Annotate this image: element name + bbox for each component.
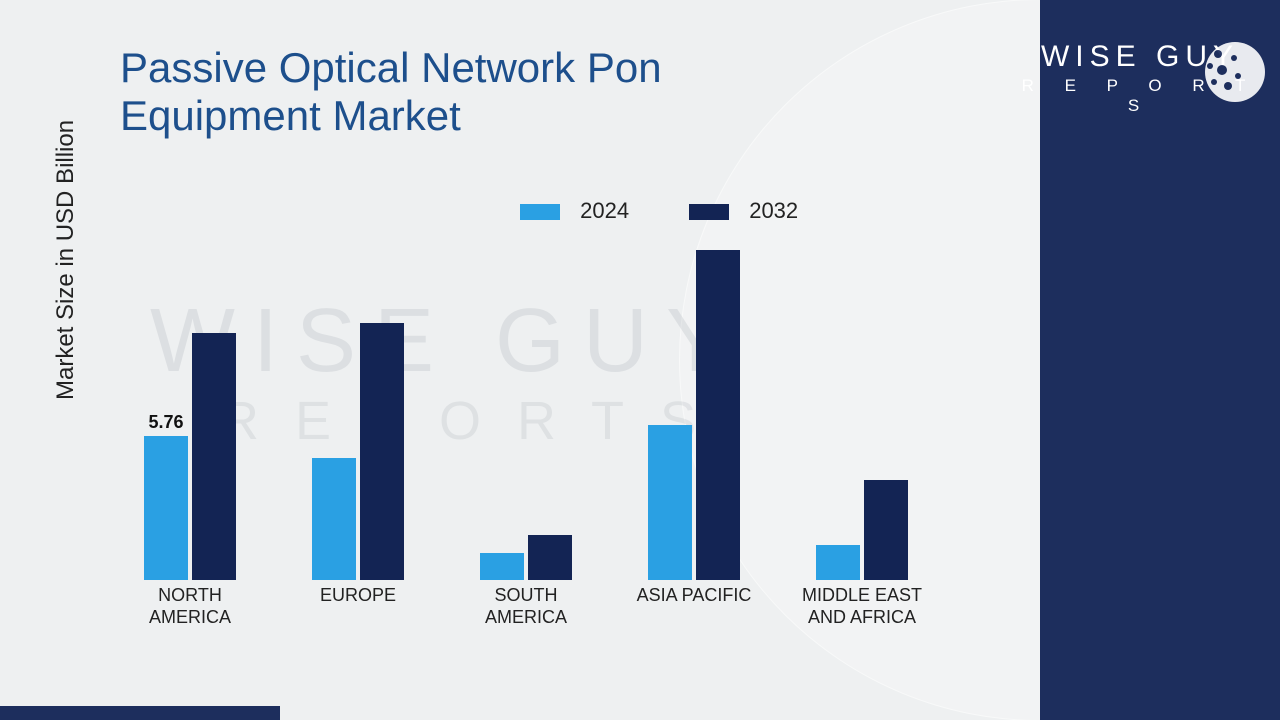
- legend-item-2024: 2024: [520, 198, 629, 224]
- chart-title: Passive Optical Network Pon Equipment Ma…: [120, 44, 840, 141]
- bar-2024: [312, 458, 356, 581]
- legend-swatch-2024: [520, 204, 560, 220]
- bar-group: [466, 535, 586, 580]
- brand-logo: WISE GUY R E P O R T S: [1020, 40, 1260, 116]
- bottom-strip: [0, 706, 280, 720]
- bar-group: [298, 323, 418, 581]
- bar-chart: 5.76: [110, 230, 950, 610]
- bar-group: [802, 480, 922, 580]
- bar-group: 5.76: [130, 333, 250, 581]
- bar-value-label: 5.76: [148, 412, 183, 433]
- plot-area: 5.76: [110, 230, 950, 581]
- bar-2032: [360, 323, 404, 581]
- legend-swatch-2032: [689, 204, 729, 220]
- bar-2024: 5.76: [144, 436, 188, 580]
- bar-group: [634, 250, 754, 580]
- legend-label-2032: 2032: [749, 198, 798, 223]
- bar-2032: [528, 535, 572, 580]
- bar-2032: [192, 333, 236, 581]
- x-axis-labels: NORTH AMERICA EUROPE SOUTH AMERICA ASIA PAC…: [110, 585, 950, 705]
- x-label: EUROPE: [293, 585, 423, 607]
- x-label: NORTH AMERICA: [125, 585, 255, 628]
- x-label: SOUTH AMERICA: [461, 585, 591, 628]
- bar-2024: [816, 545, 860, 580]
- page-root: WISE GUY REPORTS Passive Optical Network…: [0, 0, 1280, 720]
- bar-2024: [480, 553, 524, 581]
- x-label: MIDDLE EAST AND AFRICA: [797, 585, 927, 628]
- legend-item-2032: 2032: [689, 198, 798, 224]
- head-icon: [1180, 32, 1270, 122]
- bar-2032: [864, 480, 908, 580]
- y-axis-label: Market Size in USD Billion: [52, 120, 80, 400]
- bar-2032: [696, 250, 740, 580]
- x-label: ASIA PACIFIC: [629, 585, 759, 607]
- legend-label-2024: 2024: [580, 198, 629, 223]
- bar-2024: [648, 425, 692, 580]
- chart-legend: 2024 2032: [520, 198, 798, 224]
